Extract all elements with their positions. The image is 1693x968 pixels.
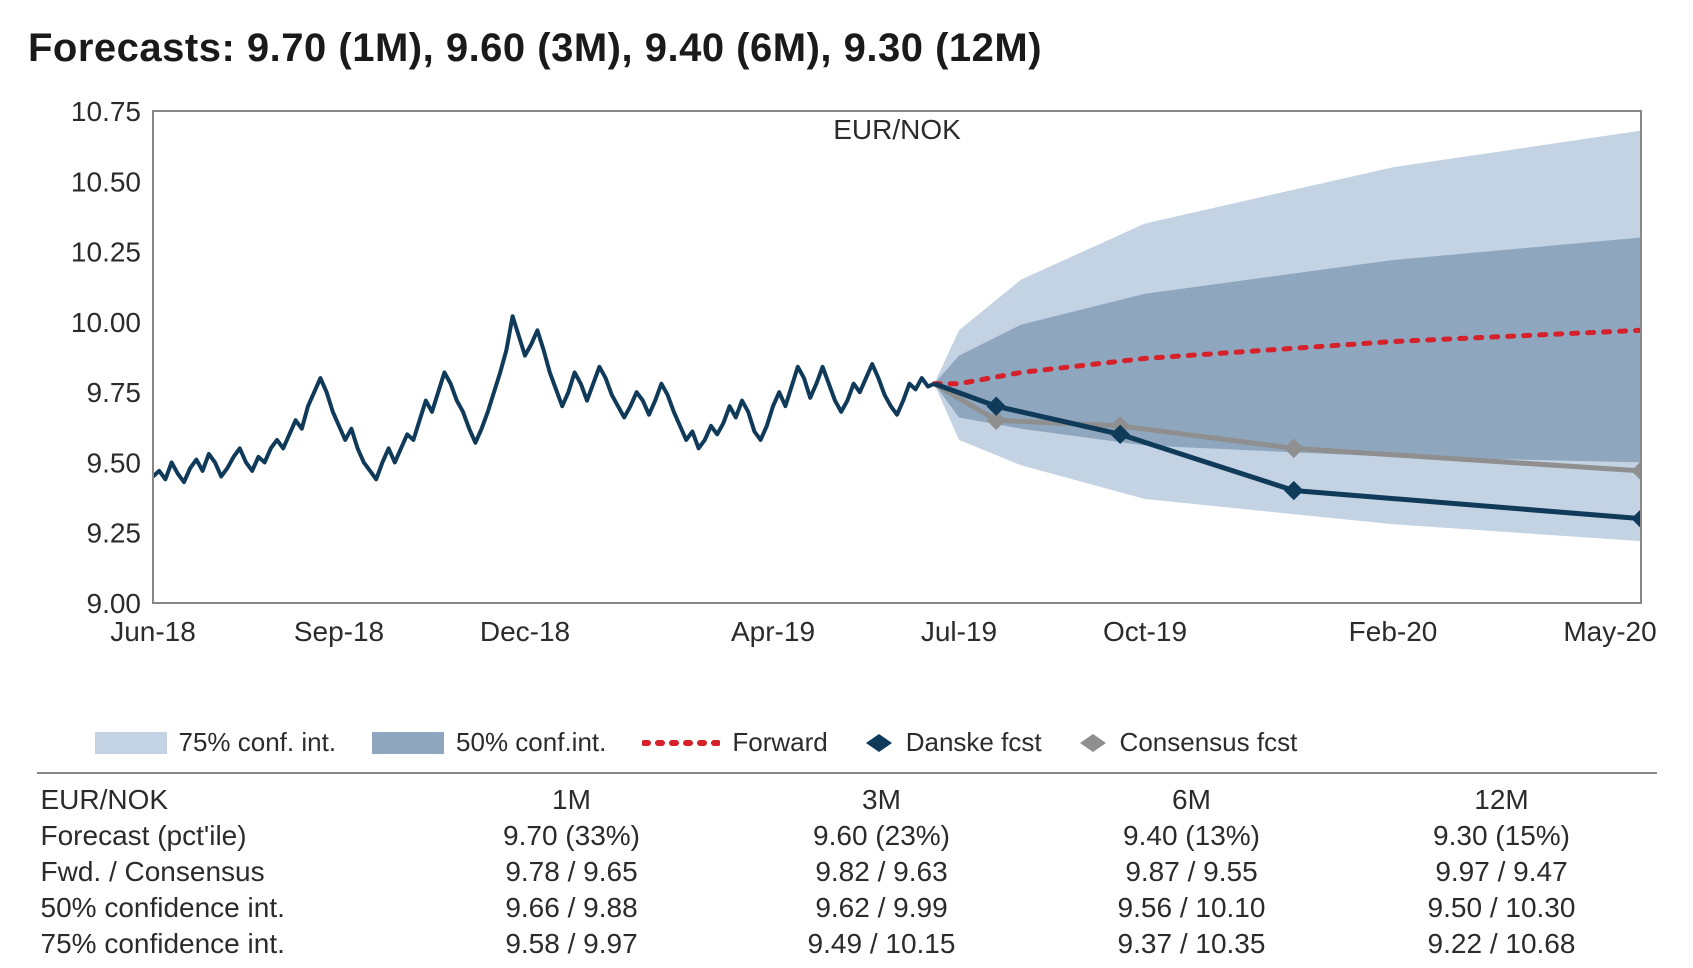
table-cell: 9.58 / 9.97: [417, 928, 727, 960]
svg-text:10.00: 10.00: [70, 307, 140, 338]
table-col-0: 1M: [417, 784, 727, 816]
table-row-label: 50% confidence int.: [37, 892, 417, 924]
legend-label-consensus: Consensus fcst: [1120, 727, 1298, 758]
legend-label-conf50: 50% conf.int.: [456, 727, 606, 758]
table-row: Fwd. / Consensus9.78 / 9.659.82 / 9.639.…: [37, 854, 1657, 890]
legend-swatch-conf75: [95, 732, 167, 754]
legend-item-forward: Forward: [642, 727, 827, 758]
table-cell: 9.30 (15%): [1347, 820, 1657, 852]
legend-swatch-forward: [642, 732, 720, 754]
svg-text:10.50: 10.50: [70, 166, 140, 197]
table-cell: 9.66 / 9.88: [417, 892, 727, 924]
table-cell: 9.70 (33%): [417, 820, 727, 852]
table-cell: 9.97 / 9.47: [1347, 856, 1657, 888]
chart-svg: 9.00 9.25 9.50 9.75 10.00 10.25 10.50 10.75 Jun-…: [37, 89, 1657, 709]
svg-text:Oct-19: Oct-19: [1102, 616, 1186, 647]
table-row-label: Forecast (pct'ile): [37, 820, 417, 852]
svg-text:10.25: 10.25: [70, 237, 140, 268]
table-cell: 9.22 / 10.68: [1347, 928, 1657, 960]
table-cell: 9.82 / 9.63: [727, 856, 1037, 888]
svg-text:9.50: 9.50: [86, 447, 141, 478]
legend-item-consensus: Consensus fcst: [1078, 727, 1298, 758]
legend-item-conf50: 50% conf.int.: [372, 727, 606, 758]
legend-swatch-danske: [864, 732, 894, 754]
table-row-label: 75% confidence int.: [37, 928, 417, 960]
forecast-chart: 9.00 9.25 9.50 9.75 10.00 10.25 10.50 10.75 Jun-…: [37, 89, 1657, 709]
legend-label-conf75: 75% conf. int.: [179, 727, 337, 758]
table-col-2: 6M: [1037, 784, 1347, 816]
table-col-1: 3M: [727, 784, 1037, 816]
svg-text:Apr-19: Apr-19: [730, 616, 814, 647]
chart-legend: 75% conf. int. 50% conf.int. Forward Dan…: [37, 721, 1657, 774]
svg-text:Dec-18: Dec-18: [479, 616, 569, 647]
table-col-3: 12M: [1347, 784, 1657, 816]
table-header-label: EUR/NOK: [37, 784, 417, 816]
legend-swatch-conf50: [372, 732, 444, 754]
svg-text:Jul-19: Jul-19: [920, 616, 996, 647]
legend-item-danske: Danske fcst: [864, 727, 1042, 758]
table-cell: 9.40 (13%): [1037, 820, 1347, 852]
page: Forecasts: 9.70 (1M), 9.60 (3M), 9.40 (6…: [0, 0, 1693, 968]
svg-text:EUR/NOK: EUR/NOK: [833, 114, 961, 145]
page-title: Forecasts: 9.70 (1M), 9.60 (3M), 9.40 (6…: [28, 26, 1665, 71]
legend-item-conf75: 75% conf. int.: [95, 727, 337, 758]
svg-text:Sep-18: Sep-18: [293, 616, 383, 647]
table-cell: 9.50 / 10.30: [1347, 892, 1657, 924]
legend-label-danske: Danske fcst: [906, 727, 1042, 758]
table-cell: 9.78 / 9.65: [417, 856, 727, 888]
svg-text:10.75: 10.75: [70, 96, 140, 127]
svg-text:9.00: 9.00: [86, 588, 141, 619]
table-row-label: Fwd. / Consensus: [37, 856, 417, 888]
table-header-row: EUR/NOK 1M 3M 6M 12M: [37, 782, 1657, 818]
table-cell: 9.49 / 10.15: [727, 928, 1037, 960]
forecast-table: EUR/NOK 1M 3M 6M 12M Forecast (pct'ile)9…: [37, 782, 1657, 962]
svg-text:9.25: 9.25: [86, 518, 141, 549]
legend-swatch-consensus: [1078, 732, 1108, 754]
svg-text:Jun-18: Jun-18: [110, 616, 196, 647]
table-cell: 9.56 / 10.10: [1037, 892, 1347, 924]
table-cell: 9.62 / 9.99: [727, 892, 1037, 924]
svg-text:9.75: 9.75: [86, 377, 141, 408]
table-row: Forecast (pct'ile)9.70 (33%)9.60 (23%)9.…: [37, 818, 1657, 854]
svg-text:May-20: May-20: [1563, 616, 1656, 647]
legend-label-forward: Forward: [732, 727, 827, 758]
table-row: 50% confidence int.9.66 / 9.889.62 / 9.9…: [37, 890, 1657, 926]
table-cell: 9.60 (23%): [727, 820, 1037, 852]
svg-text:Feb-20: Feb-20: [1348, 616, 1437, 647]
table-cell: 9.37 / 10.35: [1037, 928, 1347, 960]
table-cell: 9.87 / 9.55: [1037, 856, 1347, 888]
table-row: 75% confidence int.9.58 / 9.979.49 / 10.…: [37, 926, 1657, 962]
